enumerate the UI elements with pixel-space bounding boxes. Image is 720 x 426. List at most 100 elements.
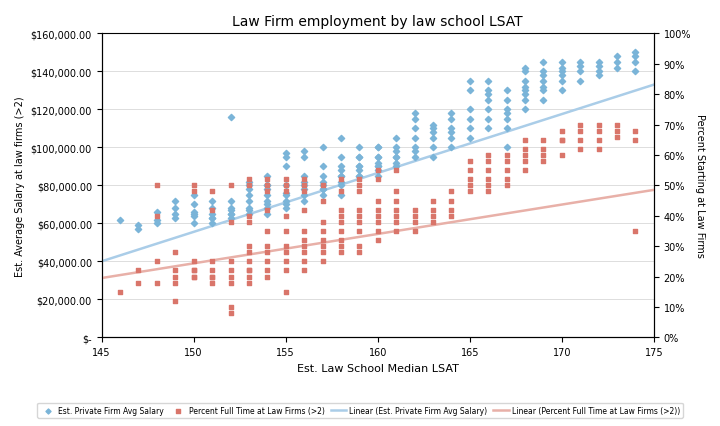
Percent Full Time at Law Firms (>2): [207, 273, 218, 280]
Est. Private Firm Avg Salary: [207, 215, 218, 222]
Percent Full Time at Law Firms (>2): [169, 268, 181, 274]
Percent Full Time at Law Firms (>2): [446, 198, 457, 204]
Est. Private Firm Avg Salary: [501, 106, 513, 113]
Percent Full Time at Law Firms (>2): [298, 207, 310, 213]
Est. Private Firm Avg Salary: [519, 92, 531, 98]
Percent Full Time at Law Firms (>2): [354, 182, 365, 189]
Percent Full Time at Law Firms (>2): [593, 128, 604, 135]
Percent Full Time at Law Firms (>2): [519, 152, 531, 159]
X-axis label: Est. Law School Median LSAT: Est. Law School Median LSAT: [297, 363, 459, 373]
Percent Full Time at Law Firms (>2): [243, 213, 255, 220]
Est. Private Firm Avg Salary: [372, 160, 384, 167]
Est. Private Firm Avg Salary: [317, 164, 328, 170]
Est. Private Firm Avg Salary: [575, 63, 586, 70]
Est. Private Firm Avg Salary: [280, 150, 292, 157]
Percent Full Time at Law Firms (>2): [298, 182, 310, 189]
Est. Private Firm Avg Salary: [501, 88, 513, 95]
Percent Full Time at Law Firms (>2): [188, 258, 199, 265]
Est. Private Firm Avg Salary: [409, 116, 420, 123]
Est. Private Firm Avg Salary: [207, 215, 218, 222]
Percent Full Time at Law Firms (>2): [169, 273, 181, 280]
Est. Private Firm Avg Salary: [464, 78, 476, 85]
Est. Private Firm Avg Salary: [280, 205, 292, 212]
Percent Full Time at Law Firms (>2): [575, 122, 586, 129]
Percent Full Time at Law Firms (>2): [298, 237, 310, 244]
Percent Full Time at Law Firms (>2): [354, 243, 365, 250]
Percent Full Time at Law Firms (>2): [501, 158, 513, 165]
Est. Private Firm Avg Salary: [538, 78, 549, 85]
Percent Full Time at Law Firms (>2): [225, 219, 236, 226]
Percent Full Time at Law Firms (>2): [409, 213, 420, 220]
Percent Full Time at Law Firms (>2): [298, 189, 310, 196]
Percent Full Time at Law Firms (>2): [372, 213, 384, 220]
Percent Full Time at Law Firms (>2): [464, 158, 476, 165]
Percent Full Time at Law Firms (>2): [317, 198, 328, 204]
Est. Private Firm Avg Salary: [390, 164, 402, 170]
Percent Full Time at Law Firms (>2): [298, 249, 310, 256]
Percent Full Time at Law Firms (>2): [298, 228, 310, 235]
Est. Private Firm Avg Salary: [519, 78, 531, 85]
Percent Full Time at Law Firms (>2): [336, 176, 347, 183]
Est. Private Firm Avg Salary: [169, 198, 181, 204]
Est. Private Firm Avg Salary: [519, 84, 531, 91]
Percent Full Time at Law Firms (>2): [169, 298, 181, 305]
Est. Private Firm Avg Salary: [372, 144, 384, 151]
Percent Full Time at Law Firms (>2): [575, 146, 586, 153]
Est. Private Firm Avg Salary: [372, 167, 384, 174]
Est. Private Firm Avg Salary: [630, 54, 642, 60]
Percent Full Time at Law Firms (>2): [354, 176, 365, 183]
Est. Private Firm Avg Salary: [354, 154, 365, 161]
Percent Full Time at Law Firms (>2): [336, 213, 347, 220]
Percent Full Time at Law Firms (>2): [630, 137, 642, 144]
Est. Private Firm Avg Salary: [464, 106, 476, 113]
Percent Full Time at Law Firms (>2): [225, 273, 236, 280]
Est. Private Firm Avg Salary: [243, 198, 255, 204]
Percent Full Time at Law Firms (>2): [390, 167, 402, 174]
Percent Full Time at Law Firms (>2): [207, 268, 218, 274]
Est. Private Firm Avg Salary: [372, 164, 384, 170]
Percent Full Time at Law Firms (>2): [261, 243, 273, 250]
Est. Private Firm Avg Salary: [501, 144, 513, 151]
Percent Full Time at Law Firms (>2): [427, 207, 438, 213]
Est. Private Firm Avg Salary: [446, 126, 457, 132]
Est. Private Firm Avg Salary: [336, 178, 347, 185]
Est. Private Firm Avg Salary: [317, 182, 328, 189]
Est. Private Firm Avg Salary: [207, 205, 218, 212]
Est. Private Firm Avg Salary: [482, 88, 494, 95]
Est. Private Firm Avg Salary: [298, 186, 310, 193]
Percent Full Time at Law Firms (>2): [207, 279, 218, 286]
Est. Private Firm Avg Salary: [243, 178, 255, 185]
Percent Full Time at Law Firms (>2): [427, 198, 438, 204]
Est. Private Firm Avg Salary: [390, 148, 402, 155]
Percent Full Time at Law Firms (>2): [280, 243, 292, 250]
Est. Private Firm Avg Salary: [243, 207, 255, 214]
Est. Private Firm Avg Salary: [501, 116, 513, 123]
Est. Private Firm Avg Salary: [409, 144, 420, 151]
Percent Full Time at Law Firms (>2): [207, 273, 218, 280]
Est. Private Firm Avg Salary: [372, 154, 384, 161]
Est. Private Firm Avg Salary: [261, 173, 273, 180]
Percent Full Time at Law Firms (>2): [446, 213, 457, 220]
Est. Private Firm Avg Salary: [482, 116, 494, 123]
Percent Full Time at Law Firms (>2): [261, 189, 273, 196]
Est. Private Firm Avg Salary: [390, 135, 402, 142]
Percent Full Time at Law Firms (>2): [243, 219, 255, 226]
Percent Full Time at Law Firms (>2): [298, 268, 310, 274]
Est. Private Firm Avg Salary: [575, 59, 586, 66]
Est. Private Firm Avg Salary: [354, 173, 365, 180]
Percent Full Time at Law Firms (>2): [280, 213, 292, 220]
Percent Full Time at Law Firms (>2): [336, 249, 347, 256]
Percent Full Time at Law Firms (>2): [280, 258, 292, 265]
Percent Full Time at Law Firms (>2): [519, 146, 531, 153]
Percent Full Time at Law Firms (>2): [169, 249, 181, 256]
Est. Private Firm Avg Salary: [354, 167, 365, 174]
Percent Full Time at Law Firms (>2): [482, 158, 494, 165]
Est. Private Firm Avg Salary: [169, 215, 181, 222]
Percent Full Time at Law Firms (>2): [556, 137, 567, 144]
Est. Private Firm Avg Salary: [225, 215, 236, 222]
Percent Full Time at Law Firms (>2): [446, 189, 457, 196]
Percent Full Time at Law Firms (>2): [538, 158, 549, 165]
Est. Private Firm Avg Salary: [132, 226, 144, 233]
Percent Full Time at Law Firms (>2): [243, 243, 255, 250]
Percent Full Time at Law Firms (>2): [538, 137, 549, 144]
